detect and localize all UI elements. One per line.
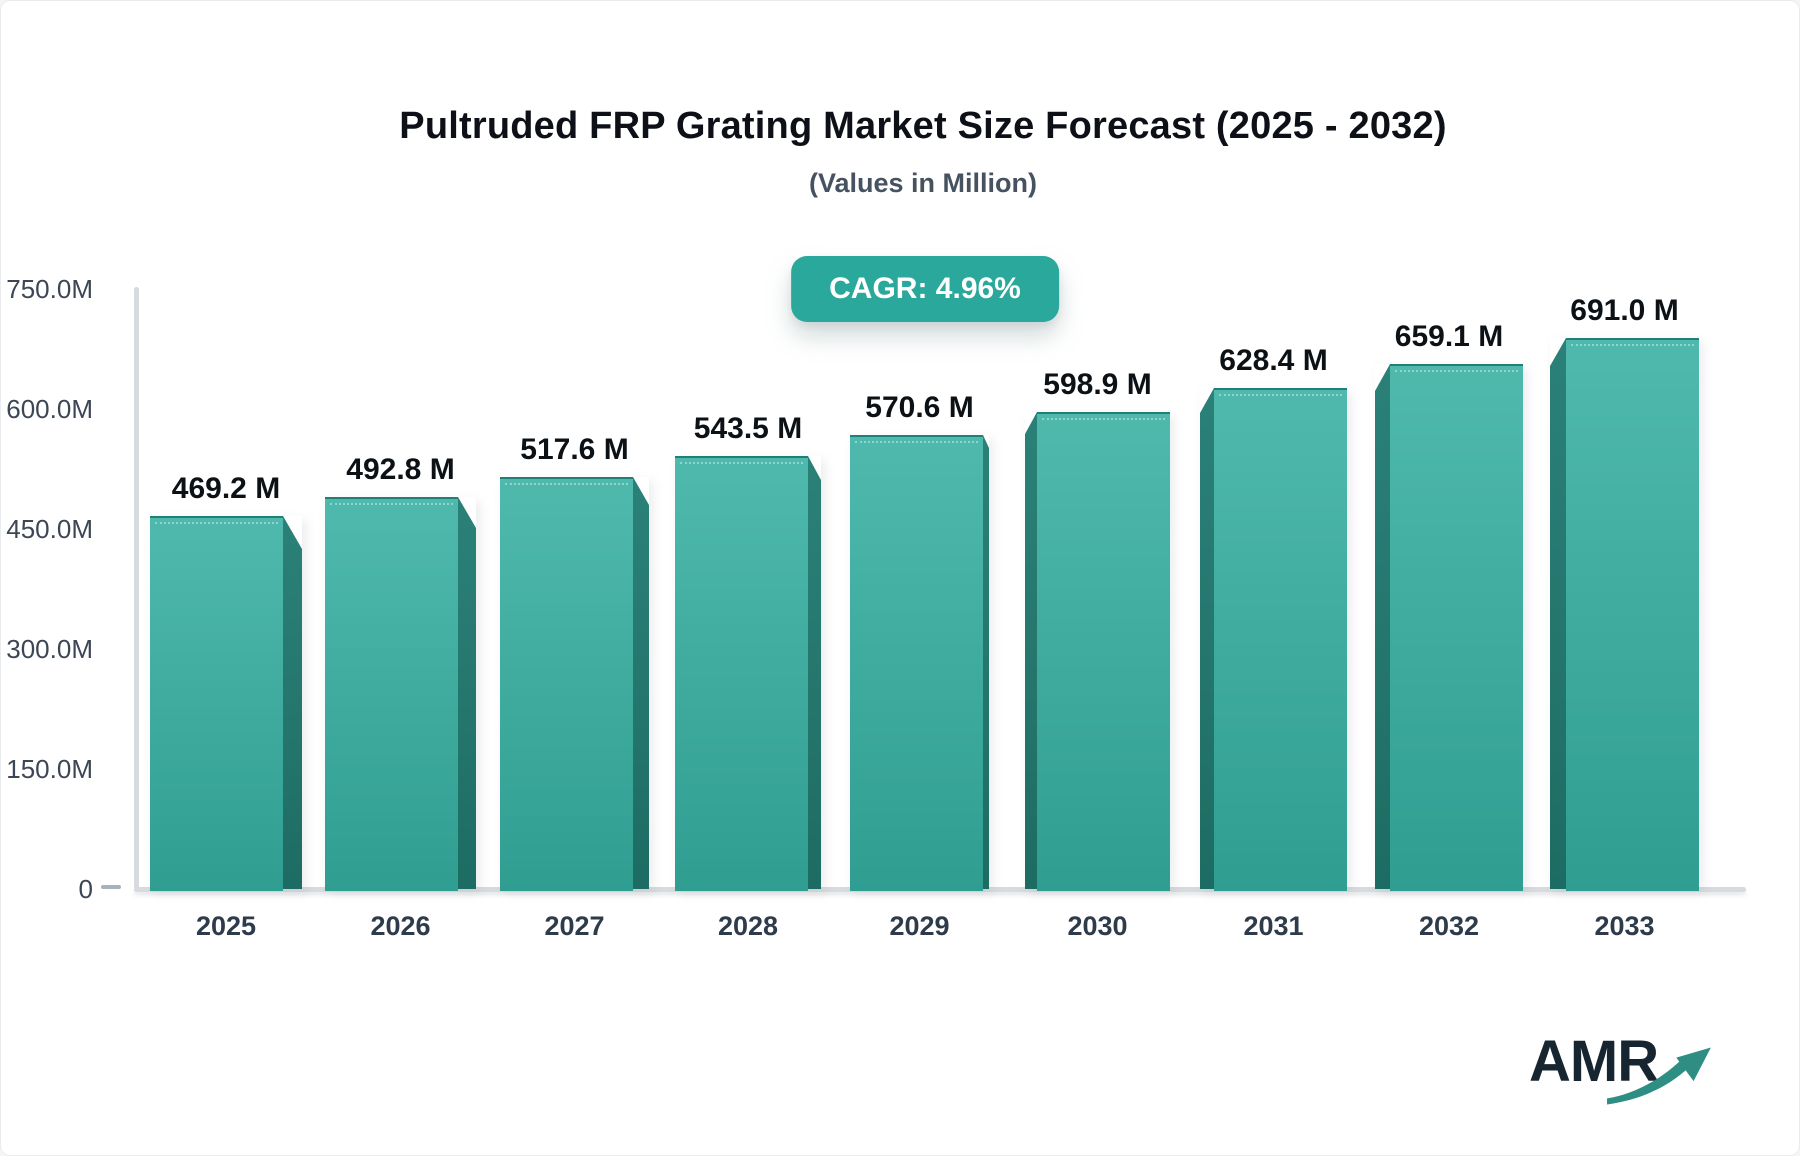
- bar-value-label: 570.6 M: [865, 391, 974, 424]
- bar-face: [500, 477, 633, 891]
- bar-value-label: 691.0 M: [1570, 294, 1679, 327]
- y-axis-line: [134, 287, 139, 889]
- bar-2031: 628.4 M: [1200, 344, 1347, 891]
- x-tick-label-2033: 2033: [1594, 911, 1655, 941]
- y-tick-label-450.0M: 450.0M: [6, 514, 93, 544]
- bar-side: [1550, 338, 1566, 889]
- bar-value-label: 492.8 M: [346, 453, 455, 486]
- cagr-badge-label: CAGR: 4.96%: [829, 272, 1021, 305]
- y-tick-label-0: 0: [78, 874, 93, 904]
- y-tick-label-750.0M: 750.0M: [6, 274, 93, 304]
- bar-face: [1566, 338, 1699, 891]
- bar-2030: 598.9 M: [1025, 368, 1170, 891]
- bar-face: [150, 516, 283, 891]
- bar-side: [1200, 388, 1214, 889]
- bar-value-label: 659.1 M: [1394, 320, 1504, 353]
- y-tick-label-150.0M: 150.0M: [6, 754, 93, 784]
- x-tick-label-2027: 2027: [544, 911, 605, 941]
- bar-side: [1025, 412, 1037, 889]
- x-tick-label-2031: 2031: [1243, 911, 1304, 941]
- x-tick-label-2025: 2025: [195, 911, 257, 941]
- x-tick-label-2030: 2030: [1067, 911, 1128, 941]
- x-tick-label-2032: 2032: [1418, 911, 1480, 941]
- bar-value-label: 517.6 M: [520, 433, 629, 466]
- chart-subtitle: (Values in Million): [808, 168, 1038, 198]
- bar-face: [1037, 412, 1170, 891]
- bar-face: [1214, 388, 1347, 891]
- amr-logo-text: AMR: [1529, 1029, 1659, 1094]
- x-tick-label-2029: 2029: [889, 911, 950, 941]
- x-tick-label-2026: 2026: [370, 911, 431, 941]
- bar-2026: 492.8 M: [325, 453, 476, 891]
- bar-2027: 517.6 M: [500, 433, 649, 891]
- cagr-badge: CAGR: 4.96%: [791, 256, 1059, 322]
- bar-face: [675, 456, 808, 891]
- bar-value-label: 598.9 M: [1043, 368, 1152, 401]
- amr-logo-arrow-icon: [1607, 1047, 1711, 1105]
- bar-2033: 691.0 M: [1550, 294, 1699, 891]
- amr-logo: AMR: [1529, 1031, 1719, 1115]
- bar-side: [458, 497, 476, 889]
- bar-side: [283, 516, 302, 889]
- bar-value-label: 543.5 M: [693, 412, 803, 445]
- bar-value-label: 469.2 M: [171, 472, 281, 505]
- zero-tick-mark: [101, 885, 121, 889]
- y-tick-label-300.0M: 300.0M: [6, 634, 93, 664]
- x-tick-label-2028: 2028: [717, 911, 779, 941]
- chart-title: Pultruded FRP Grating Market Size Foreca…: [399, 105, 1447, 147]
- bar-value-label: 628.4 M: [1219, 344, 1328, 377]
- bar-2025: 469.2 M: [150, 472, 302, 891]
- bar-face: [850, 435, 983, 891]
- bar-2032: 659.1 M: [1375, 320, 1523, 891]
- bar-side: [1375, 364, 1390, 889]
- bar-2028: 543.5 M: [675, 412, 821, 891]
- bar-side: [808, 456, 821, 889]
- bar-side: [983, 435, 989, 889]
- y-tick-label-600.0M: 600.0M: [6, 394, 93, 424]
- bar-side: [633, 477, 649, 889]
- bar-2029: 570.6 M: [850, 391, 989, 891]
- bar-face: [1390, 364, 1523, 891]
- bar-face: [325, 497, 458, 891]
